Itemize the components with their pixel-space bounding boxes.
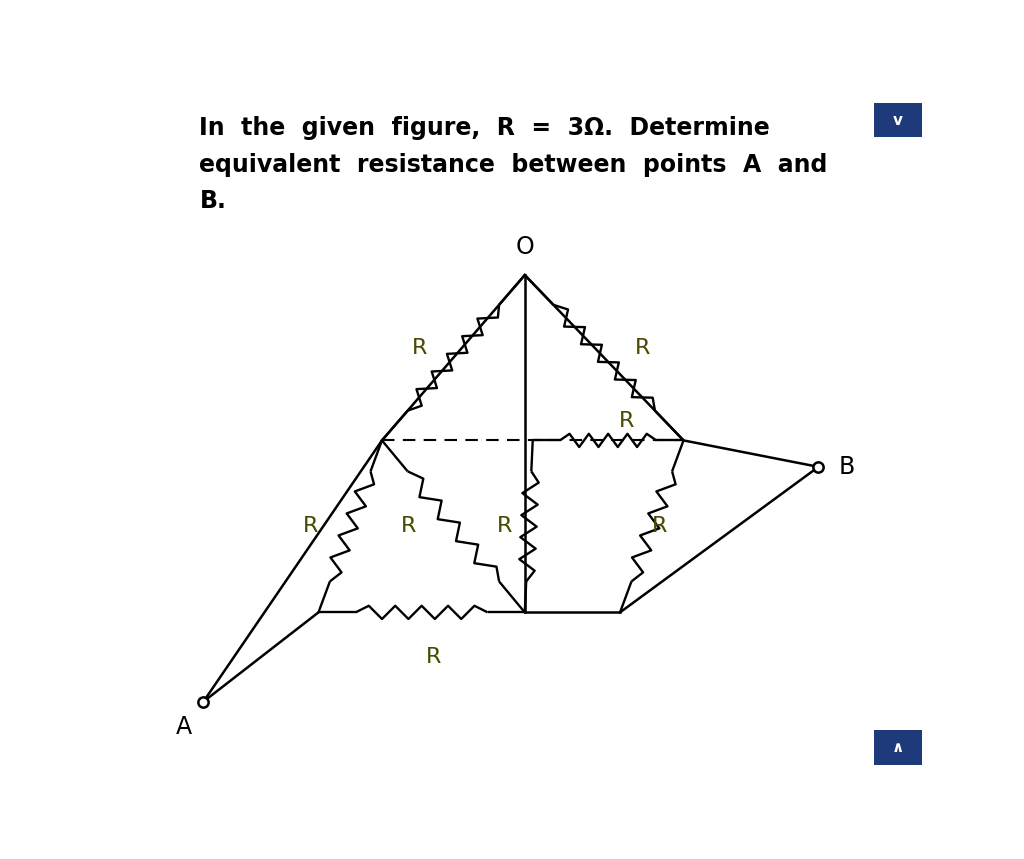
- Text: R: R: [652, 516, 668, 536]
- Text: O: O: [515, 235, 535, 259]
- Text: R: R: [635, 338, 650, 358]
- Text: v: v: [893, 113, 903, 128]
- Text: R: R: [497, 516, 512, 536]
- Text: R: R: [413, 338, 428, 358]
- Text: ∧: ∧: [892, 740, 904, 755]
- FancyBboxPatch shape: [873, 103, 922, 137]
- FancyBboxPatch shape: [873, 730, 922, 765]
- Text: R: R: [303, 516, 318, 536]
- Text: B.: B.: [200, 189, 226, 213]
- Text: In  the  given  figure,  R  =  3Ω.  Determine: In the given figure, R = 3Ω. Determine: [200, 116, 770, 140]
- Text: equivalent  resistance  between  points  A  and: equivalent resistance between points A a…: [200, 153, 827, 177]
- Point: [196, 695, 212, 709]
- Point: [810, 460, 826, 474]
- Text: R: R: [400, 516, 416, 536]
- Text: B: B: [839, 455, 854, 478]
- Text: R: R: [426, 647, 441, 667]
- Text: R: R: [618, 411, 634, 430]
- Text: A: A: [175, 715, 191, 739]
